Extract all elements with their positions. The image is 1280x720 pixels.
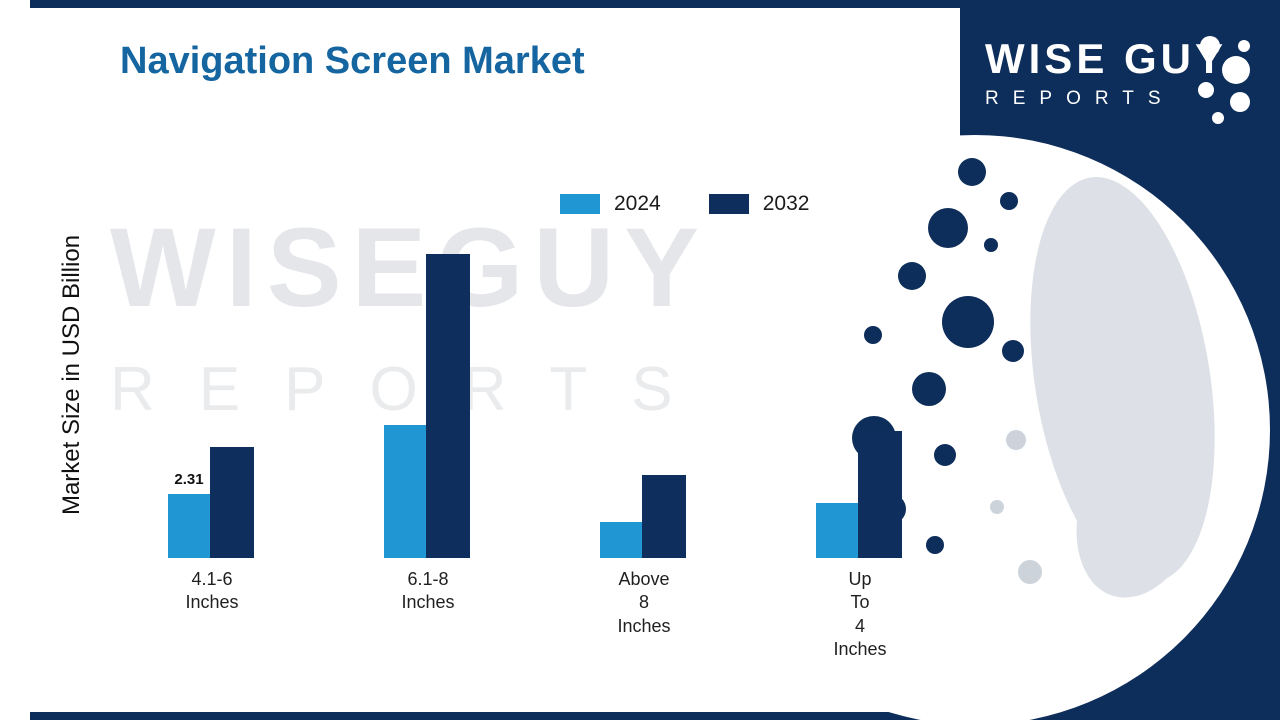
- bar-group-6-1-8-inches: 6.1-8 Inches: [384, 240, 472, 612]
- decorative-dot: [942, 296, 994, 348]
- head-logo-icon: [1238, 40, 1250, 52]
- decorative-dot: [926, 536, 944, 554]
- legend-swatch-2024: [560, 194, 600, 214]
- bar-2032: [642, 475, 686, 558]
- bottom-border: [30, 712, 1280, 720]
- head-logo-icon: [1198, 82, 1214, 98]
- head-logo-icon: [1222, 56, 1250, 84]
- bar-2032: [858, 430, 902, 558]
- bar-2024: [168, 494, 210, 558]
- brand-logo-line2: REPORTS: [985, 88, 1175, 109]
- decorative-dot: [990, 500, 1004, 514]
- category-label: 6.1-8 Inches: [401, 569, 455, 613]
- y-axis-label: Market Size in USD Billion: [58, 234, 85, 516]
- legend-label: 2024: [614, 192, 661, 215]
- bar-2024: [384, 425, 426, 558]
- bar-chart: 2.31 4.1-6 Inches 6.1-8 Inches Above 8 I…: [168, 240, 904, 659]
- head-logo-icon: [1200, 36, 1220, 56]
- decorative-dot: [1000, 192, 1018, 210]
- bar-group-above-8-inches: Above 8 Inches: [600, 240, 688, 636]
- bar-group-up-to-4-inches: Up To 4 Inches: [816, 240, 904, 659]
- watermark-line1: WISEGUY: [110, 205, 709, 330]
- bar-value-label: 2.31: [174, 471, 204, 489]
- brand-logo: WISE GUY REPORTS: [985, 38, 1227, 110]
- legend-swatch-2032: [708, 194, 749, 214]
- decorative-dot: [1006, 430, 1026, 450]
- legend: 2024 2032: [560, 192, 809, 216]
- watermark: WISEGUY REPORTS: [110, 212, 717, 425]
- decorative-dot: [898, 262, 926, 290]
- bar-2024: [816, 502, 858, 558]
- head-logo-icon: [1230, 92, 1250, 112]
- decorative-dot: [984, 238, 998, 252]
- bar-2032: [426, 253, 470, 558]
- decorative-dot: [934, 444, 956, 466]
- legend-item-2024: 2024: [560, 192, 661, 216]
- watermark-line2: REPORTS: [110, 355, 717, 424]
- category-label: Up To 4 Inches: [833, 569, 887, 660]
- category-label: Above 8 Inches: [617, 569, 671, 636]
- bar-2032: [210, 447, 254, 558]
- decorative-dot: [912, 372, 946, 406]
- decorative-dot: [928, 208, 968, 248]
- decorative-dot: [1018, 560, 1042, 584]
- decorative-dot: [1002, 340, 1024, 362]
- brand-logo-line1: WISE GUY: [985, 35, 1228, 82]
- bar-2024: [600, 522, 642, 558]
- top-border: [30, 0, 1280, 8]
- bar-group-4-1-6-inches: 2.31 4.1-6 Inches: [168, 240, 256, 612]
- page-title: Navigation Screen Market: [120, 40, 585, 82]
- head-logo-icon: [1212, 112, 1224, 124]
- legend-label: 2032: [762, 192, 810, 215]
- legend-item-2032: 2032: [708, 192, 810, 216]
- category-label: 4.1-6 Inches: [185, 569, 239, 613]
- decorative-dot: [958, 158, 986, 186]
- decorative-dot: [864, 326, 882, 344]
